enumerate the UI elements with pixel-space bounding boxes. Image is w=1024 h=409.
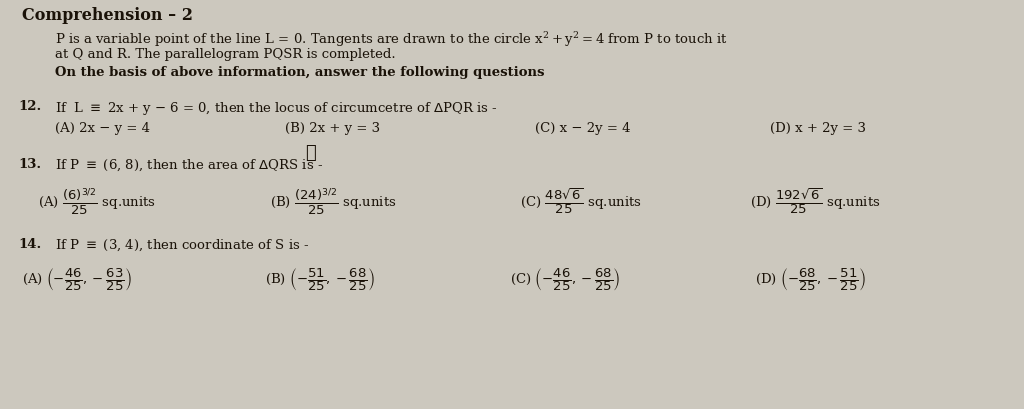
Text: On the basis of above information, answer the following questions: On the basis of above information, answe…: [55, 66, 545, 79]
Text: at Q and R. The parallelogram PQSR is completed.: at Q and R. The parallelogram PQSR is co…: [55, 48, 395, 61]
Text: If P $\equiv$ (3, 4), then coordinate of S is -: If P $\equiv$ (3, 4), then coordinate of…: [55, 237, 309, 253]
Text: 13.: 13.: [18, 157, 41, 171]
Text: (C) $\dfrac{48\sqrt{6}}{25}$ sq.units: (C) $\dfrac{48\sqrt{6}}{25}$ sq.units: [520, 186, 642, 216]
Text: (B) $\left(-\dfrac{51}{25}, -\dfrac{68}{25}\right)$: (B) $\left(-\dfrac{51}{25}, -\dfrac{68}{…: [265, 265, 375, 292]
Text: (A) 2x − y = 4: (A) 2x − y = 4: [55, 122, 150, 135]
Text: P is a variable point of the line L = 0. Tangents are drawn to the circle $\math: P is a variable point of the line L = 0.…: [55, 30, 728, 49]
Text: (D) $\dfrac{192\sqrt{6}}{25}$ sq.units: (D) $\dfrac{192\sqrt{6}}{25}$ sq.units: [750, 186, 881, 216]
Text: (C) x − 2y = 4: (C) x − 2y = 4: [535, 122, 631, 135]
Text: If P $\equiv$ (6, 8), then the area of $\Delta$QRS is -: If P $\equiv$ (6, 8), then the area of $…: [55, 157, 324, 173]
Text: (B) $\dfrac{(24)^{3/2}}{25}$ sq.units: (B) $\dfrac{(24)^{3/2}}{25}$ sq.units: [270, 186, 396, 216]
Text: (B) 2x + y = 3: (B) 2x + y = 3: [285, 122, 380, 135]
Text: (C) $\left(-\dfrac{46}{25}, -\dfrac{68}{25}\right)$: (C) $\left(-\dfrac{46}{25}, -\dfrac{68}{…: [510, 265, 621, 292]
Text: ✓: ✓: [305, 144, 315, 162]
Text: (A) $\left(-\dfrac{46}{25}, -\dfrac{63}{25}\right)$: (A) $\left(-\dfrac{46}{25}, -\dfrac{63}{…: [22, 265, 132, 292]
Text: Comprehension – 2: Comprehension – 2: [22, 7, 193, 24]
Text: (D) $\left(-\dfrac{68}{25}, -\dfrac{51}{25}\right)$: (D) $\left(-\dfrac{68}{25}, -\dfrac{51}{…: [755, 265, 866, 292]
Text: 12.: 12.: [18, 100, 41, 113]
Text: 14.: 14.: [18, 237, 41, 250]
Text: (D) x + 2y = 3: (D) x + 2y = 3: [770, 122, 866, 135]
Text: If  L $\equiv$ 2x + y $-$ 6 = 0, then the locus of circumcetre of $\Delta$PQR is: If L $\equiv$ 2x + y $-$ 6 = 0, then the…: [55, 100, 498, 117]
Text: (A) $\dfrac{(6)^{3/2}}{25}$ sq.units: (A) $\dfrac{(6)^{3/2}}{25}$ sq.units: [38, 186, 156, 216]
